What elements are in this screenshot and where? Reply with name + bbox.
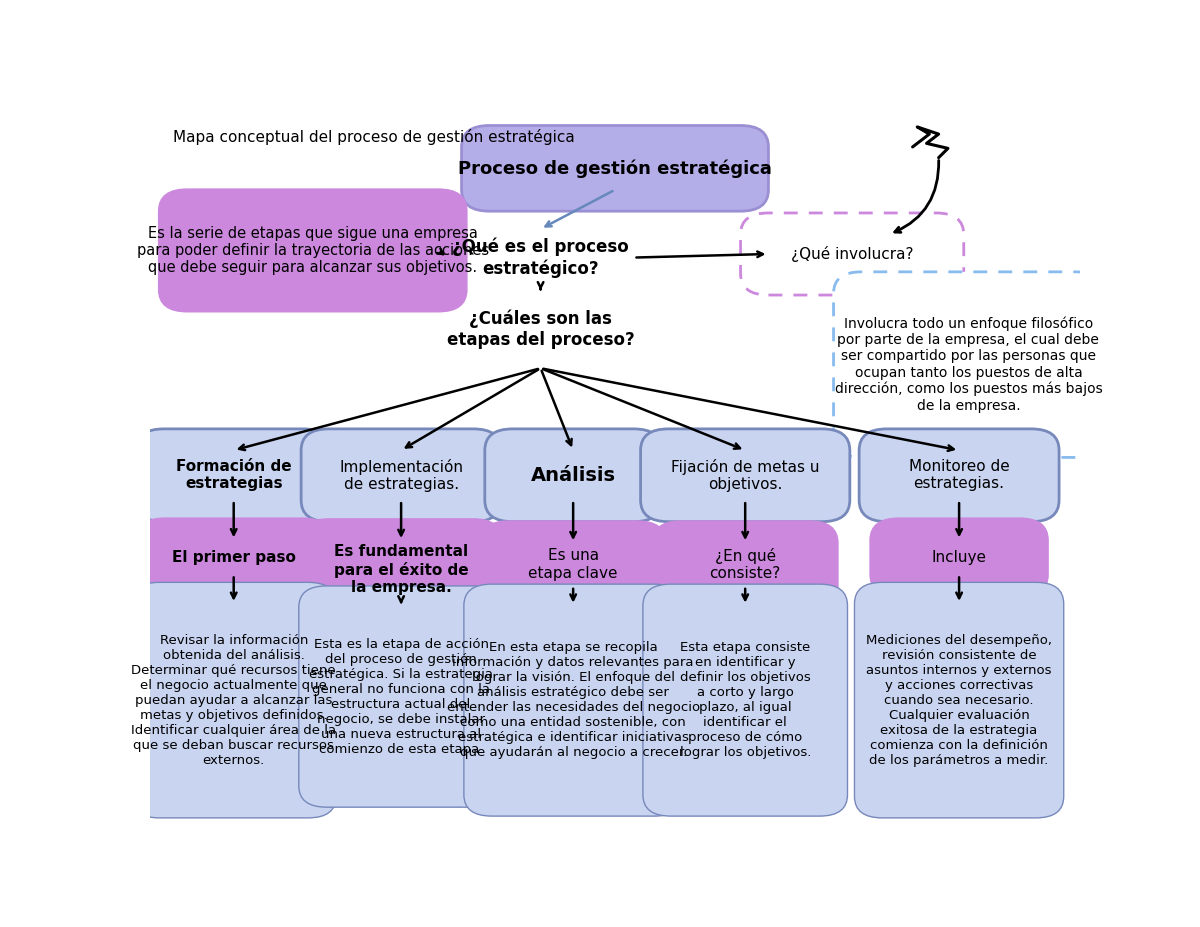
Text: Es una
etapa clave: Es una etapa clave (528, 548, 618, 580)
FancyBboxPatch shape (854, 582, 1063, 818)
Text: El primer paso: El primer paso (172, 550, 295, 565)
Text: ¿Qué es el proceso
estratégico?: ¿Qué es el proceso estratégico? (452, 237, 629, 277)
FancyBboxPatch shape (859, 429, 1060, 522)
Text: Análisis: Análisis (530, 465, 616, 485)
Text: Incluye: Incluye (931, 550, 986, 565)
FancyBboxPatch shape (136, 429, 331, 522)
FancyBboxPatch shape (137, 519, 330, 596)
Text: Monitoreo de
estrategias.: Monitoreo de estrategias. (908, 459, 1009, 491)
FancyBboxPatch shape (643, 584, 847, 816)
Text: Es fundamental
para el éxito de
la empresa.: Es fundamental para el éxito de la empre… (334, 544, 468, 595)
FancyBboxPatch shape (740, 213, 964, 295)
FancyBboxPatch shape (641, 429, 850, 522)
FancyBboxPatch shape (132, 582, 336, 818)
Text: Mapa conceptual del proceso de gestión estratégica: Mapa conceptual del proceso de gestión e… (173, 129, 575, 146)
Text: Mediciones del desempeño,
revisión consistente de
asuntos internos y externos
y : Mediciones del desempeño, revisión consi… (866, 634, 1052, 767)
Text: ¿Qué involucra?: ¿Qué involucra? (791, 246, 913, 262)
Text: En esta etapa se recopila
información y datos relevantes para
lograr la visión. : En esta etapa se recopila información y … (446, 641, 700, 759)
Text: Fijación de metas u
objetivos.: Fijación de metas u objetivos. (671, 459, 820, 492)
Text: ¿Cuáles son las
etapas del proceso?: ¿Cuáles son las etapas del proceso? (446, 310, 635, 349)
FancyBboxPatch shape (301, 429, 502, 522)
Text: Esta etapa consiste
en identificar y
definir los objetivos
a corto y largo
plazo: Esta etapa consiste en identificar y def… (679, 641, 811, 759)
Text: Formación de
estrategias: Formación de estrategias (176, 459, 292, 491)
Text: Proceso de gestión estratégica: Proceso de gestión estratégica (458, 159, 772, 178)
FancyBboxPatch shape (834, 272, 1103, 457)
FancyBboxPatch shape (299, 586, 504, 807)
FancyBboxPatch shape (653, 522, 838, 607)
FancyBboxPatch shape (464, 584, 683, 816)
FancyBboxPatch shape (871, 519, 1048, 596)
Text: ¿En qué
consiste?: ¿En qué consiste? (709, 548, 781, 581)
FancyBboxPatch shape (481, 522, 665, 607)
Text: Es la serie de etapas que sigue una empresa
para poder definir la trayectoria de: Es la serie de etapas que sigue una empr… (137, 225, 488, 275)
FancyBboxPatch shape (485, 429, 661, 522)
FancyBboxPatch shape (462, 125, 768, 211)
Text: Esta es la etapa de acción
del proceso de gestión
estratégica. Si la estrategia
: Esta es la etapa de acción del proceso d… (310, 638, 493, 756)
FancyBboxPatch shape (301, 519, 502, 619)
Text: Revisar la información
obtenida del análisis.
Determinar qué recursos tiene
el n: Revisar la información obtenida del anál… (131, 634, 336, 767)
Text: Involucra todo un enfoque filosófico
por parte de la empresa, el cual debe
ser c: Involucra todo un enfoque filosófico por… (834, 317, 1103, 413)
Text: Implementación
de estrategias.: Implementación de estrategias. (340, 459, 463, 492)
FancyBboxPatch shape (160, 190, 466, 311)
